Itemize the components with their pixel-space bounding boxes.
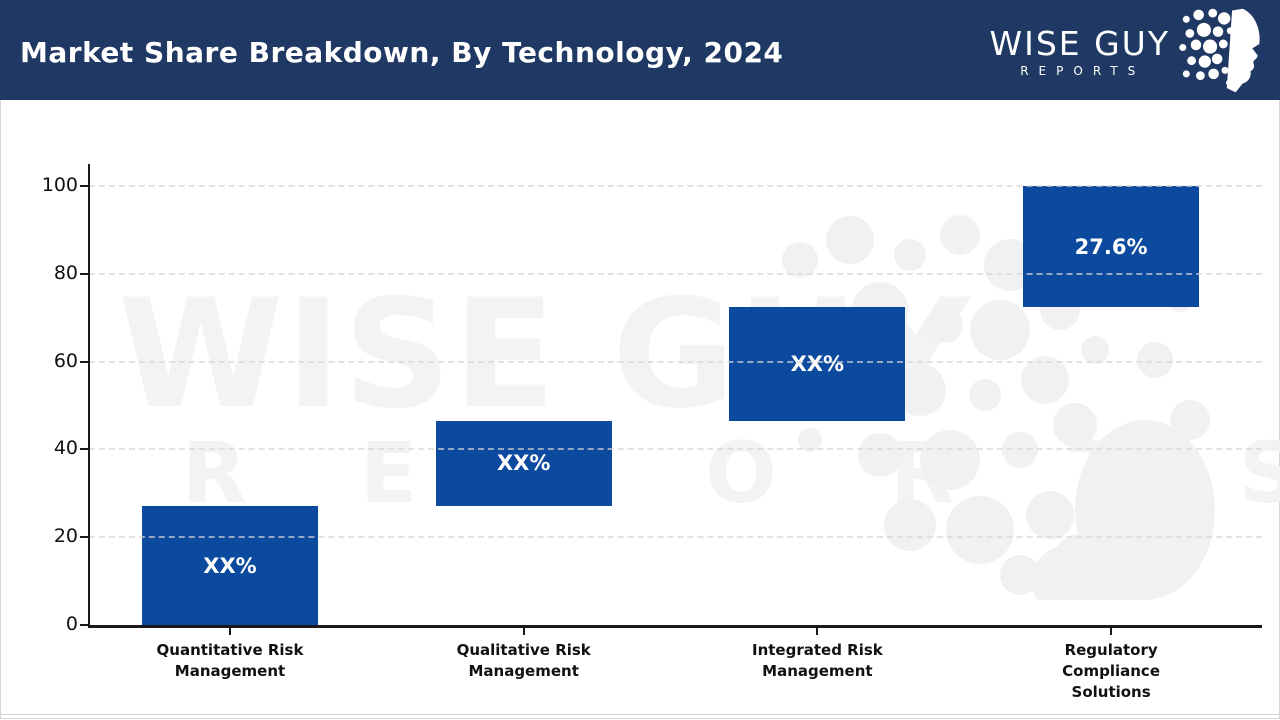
category-label-3: Regulatory Compliance Solutions <box>1062 641 1161 701</box>
y-tick-label-20: 20 <box>53 525 78 548</box>
bar-qualitative-risk-management: XX% <box>435 420 612 507</box>
y-tick-0 <box>80 624 88 626</box>
x-tick-0 <box>229 627 231 635</box>
category-label-0: Quantitative Risk Management <box>156 641 304 680</box>
bar-value-label: XX% <box>496 451 551 476</box>
y-tick-80 <box>80 272 88 275</box>
y-tick-label-60: 60 <box>53 349 78 372</box>
gridline-60 <box>89 360 1262 363</box>
y-axis-line <box>88 164 90 627</box>
y-tick-40 <box>80 448 88 451</box>
bar-integrated-risk-management: XX% <box>729 307 906 421</box>
category-label-1: Qualitative Risk Management <box>456 641 591 680</box>
plot-area: 0 20 40 60 80 100 XX% Quantitative Risk Managem… <box>0 100 1280 720</box>
y-tick-label-40: 40 <box>53 437 78 460</box>
chart-title: Market Share Breakdown, By Technology, 2… <box>20 36 784 69</box>
gridline-80 <box>89 272 1262 275</box>
x-tick-2 <box>816 627 819 635</box>
y-tick-20 <box>80 536 88 539</box>
x-tick-3 <box>1110 627 1113 635</box>
bottom-divider <box>0 714 1280 715</box>
gridline-100 <box>89 185 1262 187</box>
logo: WISE GUY REPORTS <box>989 8 1262 94</box>
gridline-20 <box>89 536 1262 539</box>
y-tick-label-100: 100 <box>41 174 78 196</box>
y-tick-100 <box>80 185 88 187</box>
x-axis-line <box>88 625 1262 628</box>
logo-subtitle: REPORTS <box>1020 64 1146 78</box>
bar-quantitative-risk-management: XX% <box>142 506 318 625</box>
x-tick-1 <box>522 627 525 635</box>
category-label-2: Integrated Risk Management <box>752 641 883 680</box>
gridline-40 <box>89 448 1262 451</box>
bar-value-label: XX% <box>790 352 845 376</box>
logo-text: WISE GUY REPORTS <box>989 24 1170 78</box>
logo-face-icon <box>1179 8 1260 93</box>
y-tick-label-80: 80 <box>53 261 78 284</box>
y-tick-label-0: 0 <box>65 613 78 635</box>
bar-regulatory-compliance-solutions: 27.6% <box>1023 186 1200 308</box>
logo-wordmark: WISE GUY <box>989 24 1170 63</box>
bar-value-label: XX% <box>203 553 257 578</box>
bar-value-label: 27.6% <box>1074 234 1148 259</box>
y-tick-60 <box>80 360 88 363</box>
header-bar: Market Share Breakdown, By Technology, 2… <box>0 0 1280 100</box>
